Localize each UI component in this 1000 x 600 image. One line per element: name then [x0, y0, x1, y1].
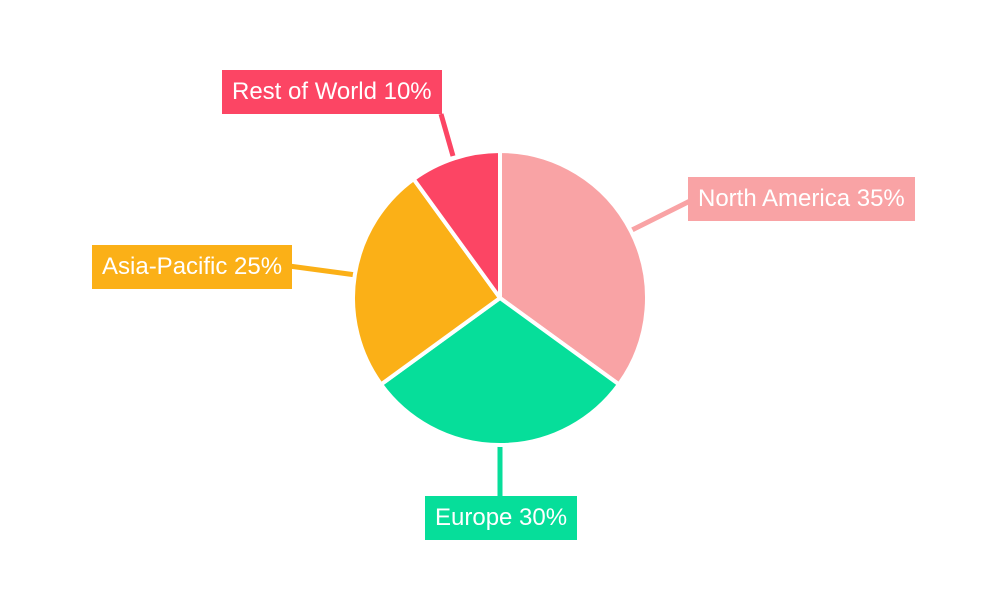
leader-line-asia-pacific — [288, 263, 357, 278]
pie-slice-europe — [379, 296, 621, 448]
leader-line-north-america — [630, 198, 692, 233]
pie-slice-asia-pacific — [351, 177, 502, 387]
leader-line-rest-of-world — [438, 113, 456, 157]
pie-slice-north-america — [498, 149, 649, 387]
pie-slice-rest-of-world — [411, 149, 502, 300]
